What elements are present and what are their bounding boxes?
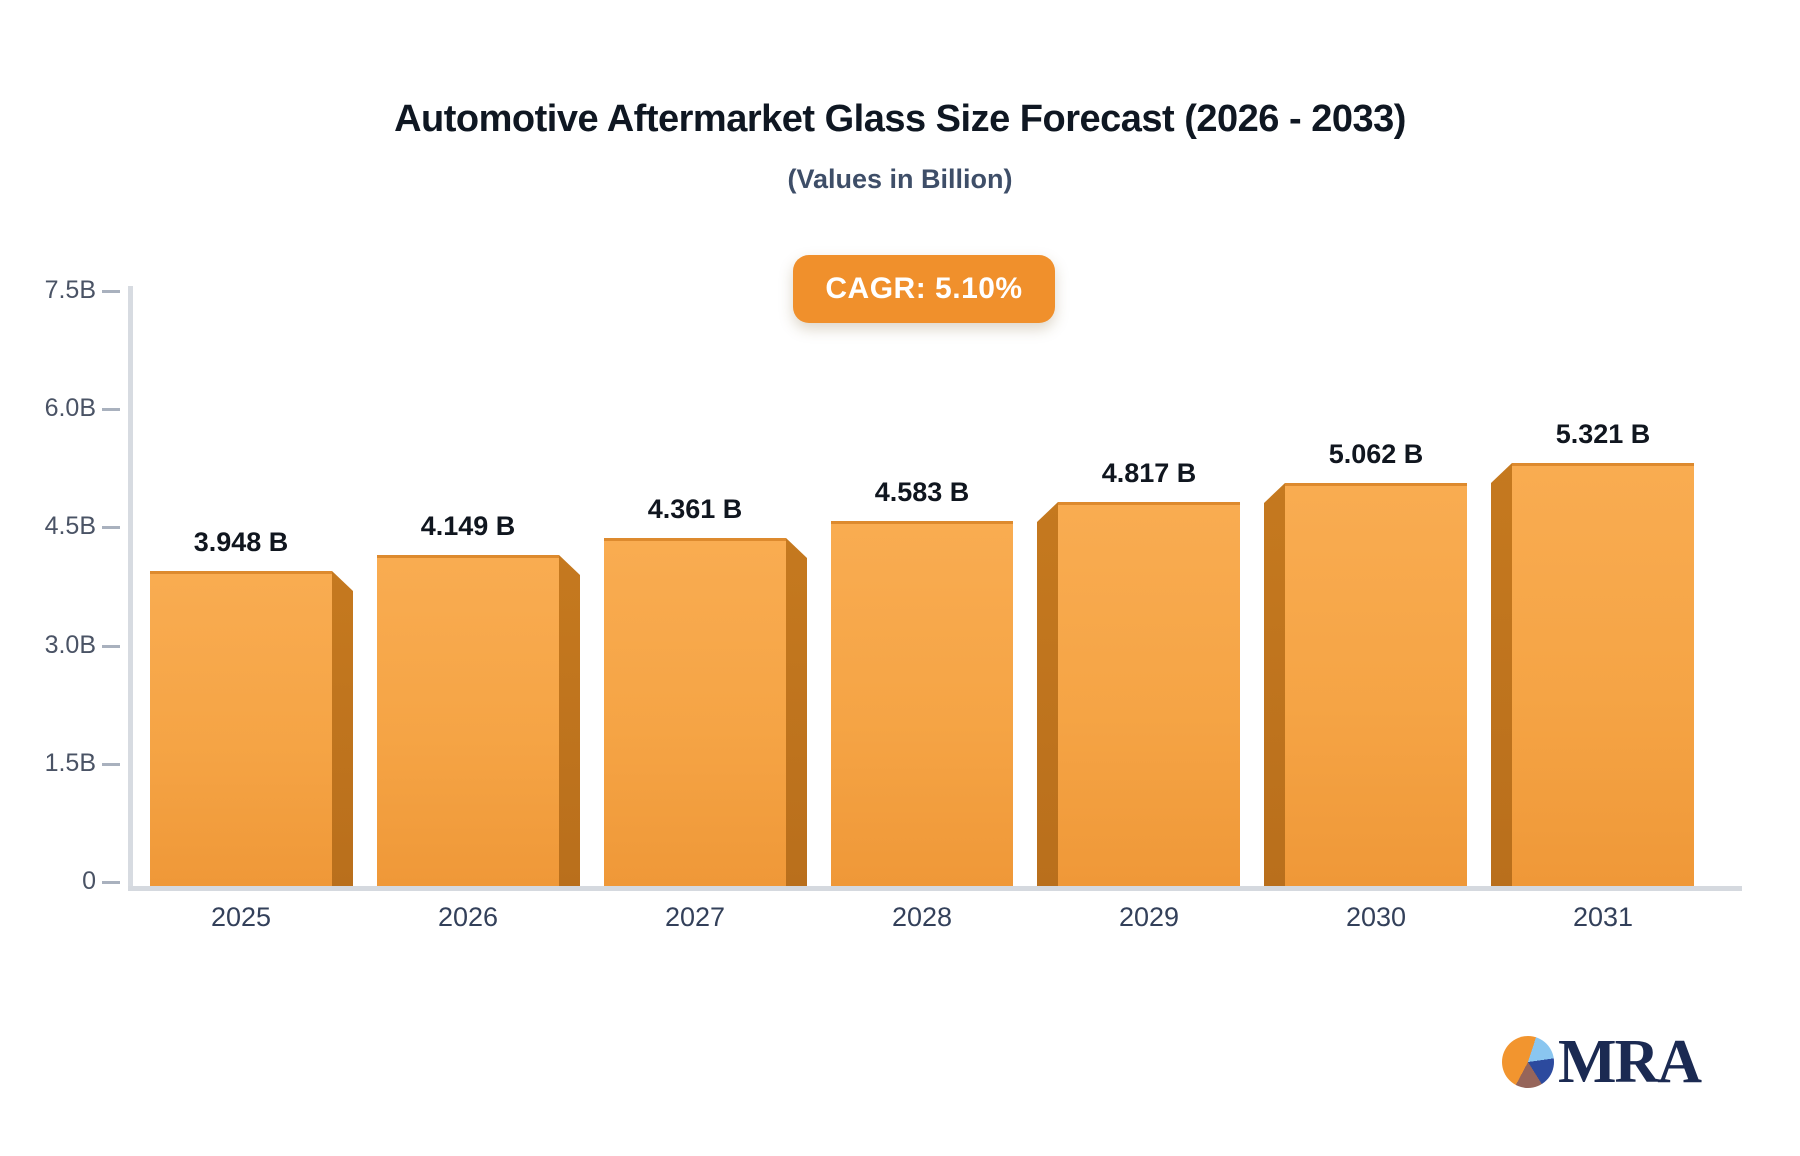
- bar-value-label-2030: 5.062 B: [1328, 439, 1424, 469]
- bar-3d-side-2027: [786, 538, 807, 886]
- bar-2026[interactable]: [377, 555, 559, 886]
- bar-2029[interactable]: [1058, 502, 1240, 886]
- x-axis-label-2025: 2025: [210, 902, 272, 932]
- y-tick-label: 1.5B: [44, 749, 96, 777]
- bar-value-label-2025: 3.948 B: [193, 527, 289, 557]
- y-tick-mark: [102, 290, 120, 293]
- bar-3d-side-2026: [559, 555, 580, 886]
- logo-text: MRA: [1558, 1028, 1702, 1096]
- chart-subtitle: (Values in Billion): [787, 164, 1013, 194]
- y-tick-label: 0: [82, 867, 96, 895]
- bar-2025[interactable]: [150, 571, 332, 886]
- y-tick-mark: [102, 881, 120, 884]
- y-tick-mark: [102, 763, 120, 766]
- bar-2031[interactable]: [1512, 463, 1694, 886]
- bar-3d-side-2025: [332, 571, 353, 886]
- bar-value-label-2026: 4.149 B: [420, 511, 516, 541]
- x-axis-label-2027: 2027: [664, 902, 726, 932]
- cagr-badge: CAGR: 5.10%: [793, 255, 1055, 323]
- chart-title: Automotive Aftermarket Glass Size Foreca…: [394, 98, 1406, 140]
- bar-value-label-2028: 4.583 B: [874, 477, 970, 507]
- y-axis-line: [128, 286, 133, 890]
- x-axis-label-2028: 2028: [891, 902, 953, 932]
- y-tick-label: 6.0B: [44, 394, 96, 422]
- bar-2027[interactable]: [604, 538, 786, 886]
- y-tick-label: 7.5B: [44, 276, 96, 304]
- x-axis-label-2029: 2029: [1118, 902, 1180, 932]
- bar-value-label-2027: 4.361 B: [647, 494, 743, 524]
- mra-logo: MRA: [1502, 1028, 1702, 1096]
- y-tick-mark: [102, 526, 120, 529]
- x-axis-label-2026: 2026: [437, 902, 499, 932]
- cagr-badge-label: CAGR: 5.10%: [825, 272, 1023, 305]
- x-axis-label-2030: 2030: [1345, 902, 1407, 932]
- bar-3d-side-2030: [1264, 483, 1285, 886]
- bar-value-label-2029: 4.817 B: [1101, 458, 1197, 488]
- bar-2030[interactable]: [1285, 483, 1467, 886]
- y-tick-mark: [102, 408, 120, 411]
- bar-value-label-2031: 5.321 B: [1555, 419, 1651, 449]
- y-tick-label: 4.5B: [44, 512, 96, 540]
- pie-chart-logo-icon: [1502, 1036, 1554, 1088]
- bar-3d-side-2029: [1037, 502, 1058, 886]
- bar-2028[interactable]: [831, 521, 1013, 886]
- x-axis-baseline: [128, 886, 1742, 891]
- y-tick-mark: [102, 645, 120, 648]
- bar-3d-side-2031: [1491, 463, 1512, 886]
- x-axis-label-2031: 2031: [1572, 902, 1634, 932]
- y-tick-label: 3.0B: [44, 631, 96, 659]
